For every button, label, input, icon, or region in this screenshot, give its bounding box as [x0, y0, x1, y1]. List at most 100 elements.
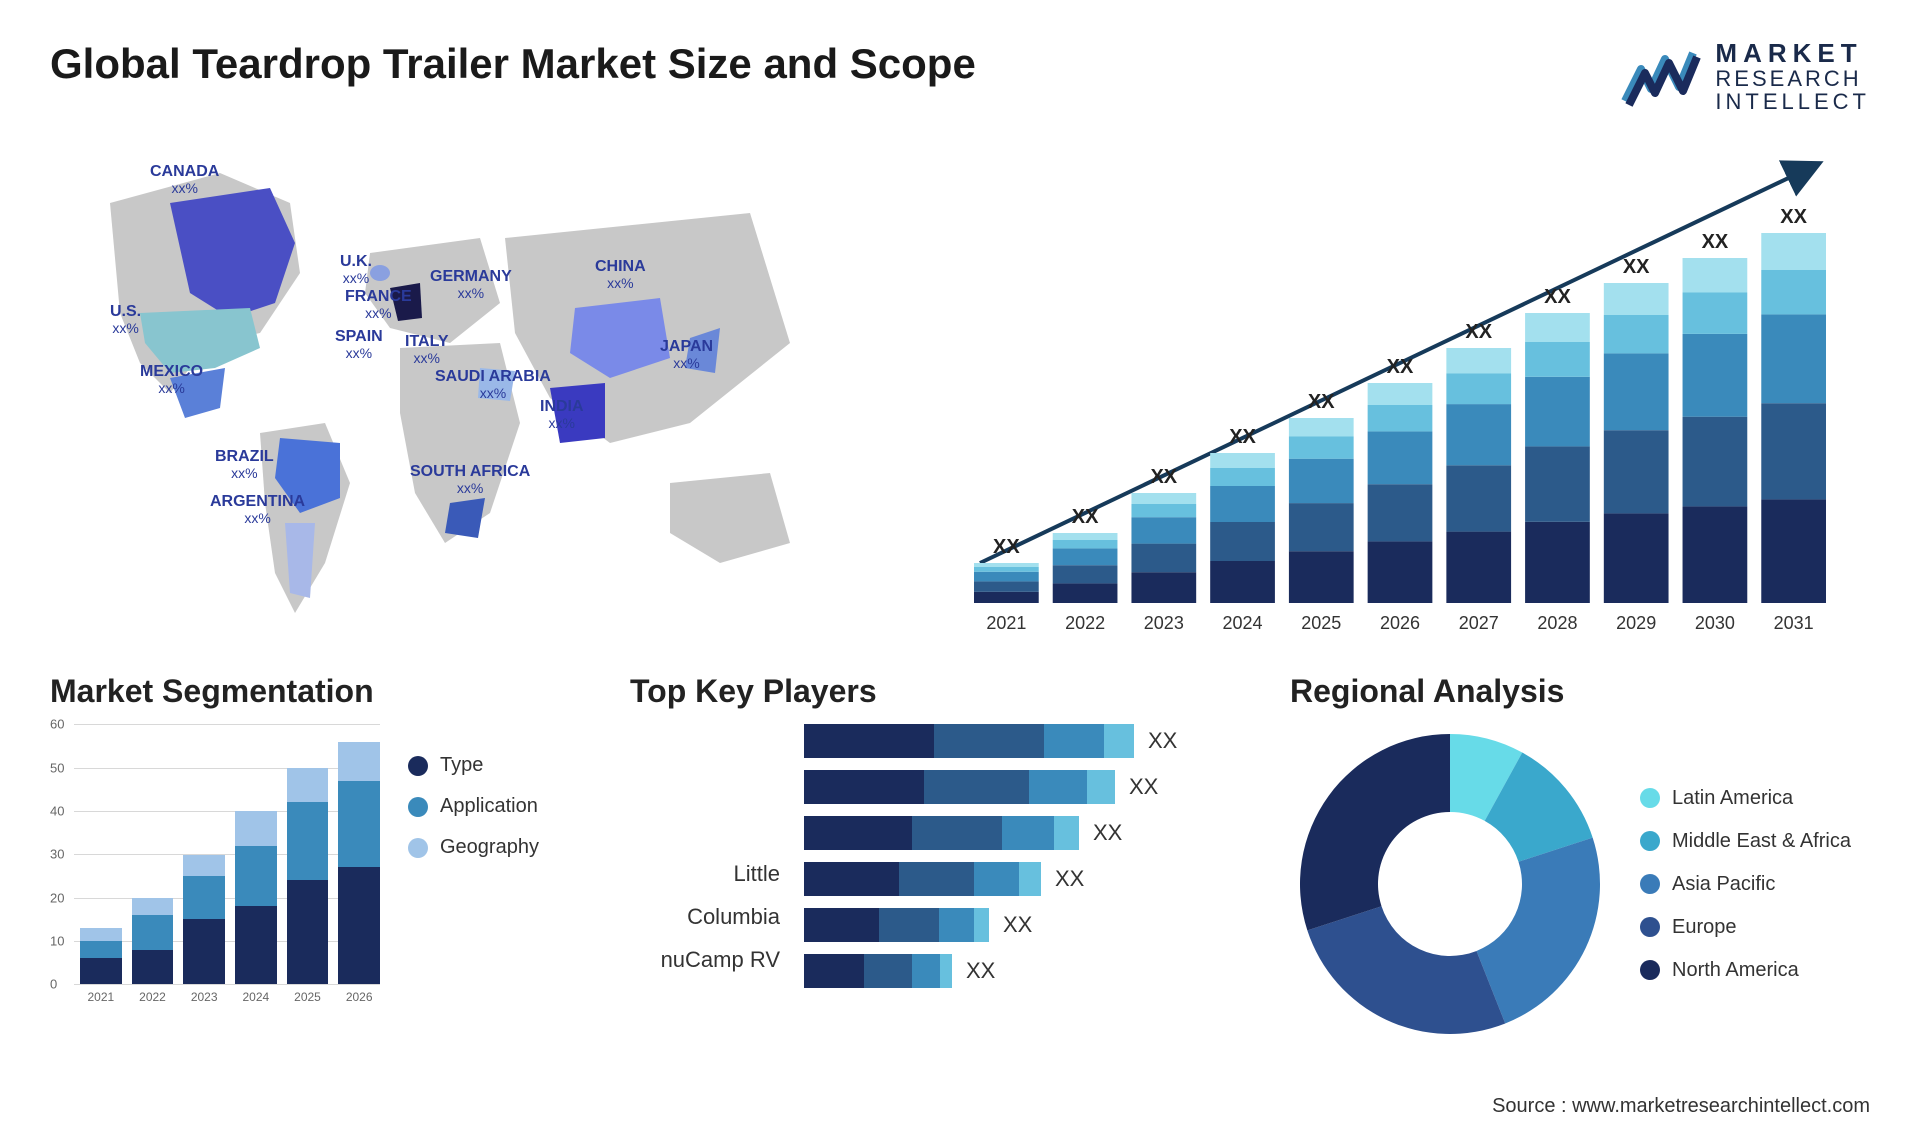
- legend-item: North America: [1640, 959, 1851, 982]
- player-row: XX: [804, 816, 1250, 850]
- svg-text:2025: 2025: [1301, 613, 1341, 633]
- player-name: Little: [734, 856, 780, 891]
- player-value: XX: [1129, 774, 1158, 800]
- player-value: XX: [1148, 728, 1177, 754]
- player-name: Columbia: [687, 899, 780, 934]
- x-label: 2023: [191, 990, 218, 1004]
- logo-icon: [1621, 45, 1701, 109]
- gridline: [74, 984, 380, 985]
- seg-bar: 2023: [183, 855, 225, 985]
- legend-item: Latin America: [1640, 787, 1851, 810]
- x-label: 2022: [139, 990, 166, 1004]
- world-map-svg: [50, 143, 920, 663]
- y-tick: 20: [50, 890, 64, 905]
- page-title: Global Teardrop Trailer Market Size and …: [50, 40, 976, 88]
- map-label: ITALYxx%: [405, 333, 449, 366]
- world-map: CANADAxx% U.S.xx% MEXICOxx% BRAZILxx% ARGENT…: [50, 143, 920, 663]
- svg-text:XX: XX: [1229, 426, 1256, 448]
- seg-bar: 2021: [80, 928, 122, 984]
- svg-text:2027: 2027: [1459, 613, 1499, 633]
- legend-item: Europe: [1640, 916, 1851, 939]
- svg-text:2022: 2022: [1065, 613, 1105, 633]
- svg-text:XX: XX: [1623, 256, 1650, 278]
- svg-text:XX: XX: [1387, 356, 1414, 378]
- players-labels: Little Columbia nuCamp RV: [630, 736, 780, 978]
- players-bars: XX XX XX XX XX XX: [804, 724, 1250, 988]
- y-tick: 30: [50, 847, 64, 862]
- segmentation-chart: 0102030405060202120222023202420252026: [50, 724, 380, 1024]
- player-row: XX: [804, 954, 1250, 988]
- map-label: SAUDI ARABIAxx%: [435, 368, 551, 401]
- svg-text:XX: XX: [1544, 286, 1571, 308]
- svg-text:2026: 2026: [1380, 613, 1420, 633]
- donut-svg: [1290, 724, 1610, 1044]
- logo-text-1: MARKET: [1715, 40, 1870, 67]
- seg-bar: 2022: [132, 898, 174, 985]
- map-label: CHINAxx%: [595, 258, 646, 291]
- growth-chart-svg: XX 2021 XX 2022 XX 2023 XX 2024 XX 2025 XX 2026 XX 20…: [960, 143, 1840, 643]
- map-label: BRAZILxx%: [215, 448, 274, 481]
- svg-text:2030: 2030: [1695, 613, 1735, 633]
- logo-text-2: RESEARCH: [1715, 67, 1870, 90]
- svg-text:XX: XX: [1308, 391, 1335, 413]
- map-label: JAPANxx%: [660, 338, 713, 371]
- regional-donut: [1290, 724, 1610, 1044]
- player-name: nuCamp RV: [661, 942, 780, 977]
- seg-bar: 2025: [287, 768, 329, 985]
- map-label: U.S.xx%: [110, 303, 141, 336]
- svg-text:XX: XX: [1702, 231, 1729, 253]
- y-tick: 40: [50, 804, 64, 819]
- seg-bar: 2024: [235, 811, 277, 984]
- legend-item: Asia Pacific: [1640, 873, 1851, 896]
- top-row: CANADAxx% U.S.xx% MEXICOxx% BRAZILxx% ARGENT…: [50, 143, 1870, 663]
- growth-chart: XX 2021 XX 2022 XX 2023 XX 2024 XX 2025 XX 2026 XX 20…: [960, 143, 1870, 663]
- regional-panel: Regional Analysis Latin AmericaMiddle Ea…: [1290, 673, 1870, 1044]
- player-row: XX: [804, 770, 1250, 804]
- svg-text:XX: XX: [1150, 466, 1177, 488]
- y-tick: 50: [50, 760, 64, 775]
- map-label: U.K.xx%: [340, 253, 372, 286]
- player-value: XX: [1055, 866, 1084, 892]
- x-label: 2021: [87, 990, 114, 1004]
- legend-item: Application: [408, 795, 539, 818]
- header: Global Teardrop Trailer Market Size and …: [50, 40, 1870, 113]
- x-label: 2026: [346, 990, 373, 1004]
- map-label: SOUTH AFRICAxx%: [410, 463, 530, 496]
- svg-text:XX: XX: [1072, 506, 1099, 528]
- map-label: INDIAxx%: [540, 398, 584, 431]
- players-title: Top Key Players: [630, 673, 1250, 710]
- svg-text:2028: 2028: [1537, 613, 1577, 633]
- svg-text:2029: 2029: [1616, 613, 1656, 633]
- player-value: XX: [1003, 912, 1032, 938]
- legend-item: Geography: [408, 836, 539, 859]
- svg-text:2031: 2031: [1774, 613, 1814, 633]
- y-tick: 0: [50, 977, 57, 992]
- map-label: SPAINxx%: [335, 328, 383, 361]
- segmentation-legend: TypeApplicationGeography: [408, 724, 539, 1024]
- logo-text-3: INTELLECT: [1715, 90, 1870, 113]
- player-value: XX: [966, 958, 995, 984]
- map-label: FRANCExx%: [345, 288, 412, 321]
- regional-legend: Latin America Middle East & Africa Asia Pa…: [1640, 787, 1851, 982]
- svg-text:2023: 2023: [1144, 613, 1184, 633]
- svg-text:XX: XX: [1465, 321, 1492, 343]
- bottom-row: Market Segmentation 01020304050602021202…: [50, 673, 1870, 1044]
- player-row: XX: [804, 724, 1250, 758]
- players-panel: Top Key Players LittleColumbianuCamp RV …: [630, 673, 1250, 1044]
- map-label: GERMANYxx%: [430, 268, 512, 301]
- svg-text:2021: 2021: [986, 613, 1026, 633]
- x-label: 2024: [242, 990, 269, 1004]
- player-row: XX: [804, 862, 1250, 896]
- y-tick: 10: [50, 934, 64, 949]
- brand-logo: MARKET RESEARCH INTELLECT: [1621, 40, 1870, 113]
- legend-item: Middle East & Africa: [1640, 830, 1851, 853]
- y-tick: 60: [50, 717, 64, 732]
- segmentation-title: Market Segmentation: [50, 673, 590, 710]
- svg-text:XX: XX: [1780, 206, 1807, 228]
- map-label: ARGENTINAxx%: [210, 493, 305, 526]
- svg-text:2024: 2024: [1223, 613, 1263, 633]
- player-value: XX: [1093, 820, 1122, 846]
- player-row: XX: [804, 908, 1250, 942]
- map-label: CANADAxx%: [150, 163, 219, 196]
- map-label: MEXICOxx%: [140, 363, 203, 396]
